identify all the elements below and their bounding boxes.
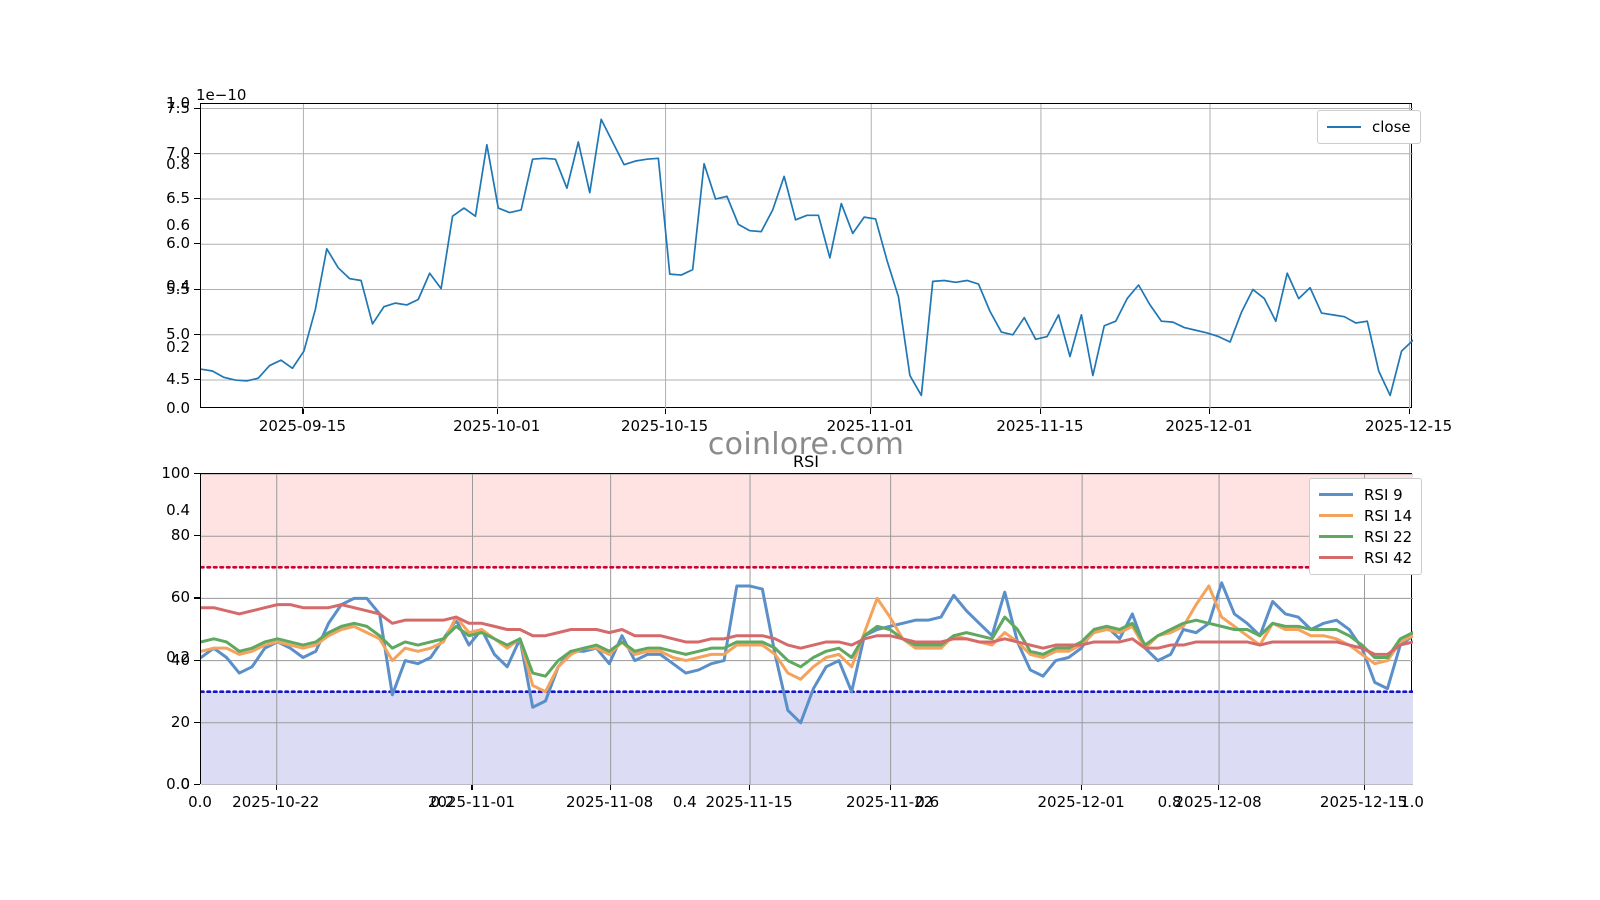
- price-y-tick: 5.0: [166, 324, 190, 343]
- rsi-x-tick: 2025-11-22: [846, 793, 934, 811]
- price-x-tickmark: [870, 408, 872, 414]
- legend-line-swatch-icon: [1319, 514, 1353, 517]
- price-x-tick: 2025-12-15: [1365, 417, 1453, 435]
- rsi-y-tick: 80: [170, 526, 190, 545]
- rsi-x-tick: 2025-12-08: [1174, 793, 1262, 811]
- rsi-x-tick-overlay: 0.8: [1157, 793, 1182, 811]
- rsi-x-tick: 2025-11-01: [427, 793, 516, 811]
- rsi-line-svg: [201, 474, 1413, 785]
- rsi-y-tick: 20: [170, 712, 190, 731]
- rsi-y-tickmark: [194, 784, 200, 786]
- rsi-x-tick-overlay: 0.6: [915, 793, 940, 811]
- rsi-y-tick: 40: [170, 650, 190, 669]
- price-y-tick-overlay: 0.8: [166, 155, 190, 173]
- rsi-chart-title: RSI: [793, 452, 819, 471]
- price-x-tickmark: [664, 408, 666, 414]
- price-x-tick: 2025-10-15: [620, 417, 709, 435]
- watermark: coinlore.com: [707, 427, 905, 462]
- rsi-legend-item[interactable]: RSI 42: [1319, 547, 1412, 568]
- price-y-tick: 6.5: [166, 189, 190, 208]
- rsi-legend-label: RSI 42: [1364, 548, 1413, 567]
- rsi-x-tick: 2025-12-15: [1319, 793, 1408, 811]
- price-y-tick: 5.5: [166, 279, 190, 298]
- rsi-legend: RSI 9 RSI 14 RSI 22 RSI 42: [1309, 478, 1423, 575]
- rsi-x-tickmark: [1081, 784, 1083, 790]
- price-x-tick: 2025-09-15: [258, 417, 346, 435]
- price-legend-item[interactable]: close: [1327, 116, 1411, 137]
- price-y-tick: 7.5: [166, 98, 190, 117]
- rsi-legend-item[interactable]: RSI 14: [1319, 505, 1412, 526]
- price-y-tickmark: [194, 379, 200, 381]
- price-x-tick: 2025-11-01: [826, 417, 914, 435]
- rsi-x-tick: 2025-10-22: [232, 793, 320, 811]
- price-y-tick-overlay: 0.4: [166, 277, 190, 295]
- price-legend: close: [1317, 110, 1421, 144]
- legend-line-swatch-icon: [1319, 556, 1353, 559]
- rsi-y-tickmark: [194, 535, 200, 537]
- rsi-x-tickmark: [1218, 784, 1220, 790]
- price-x-tickmark: [496, 408, 498, 414]
- price-x-tick: 2025-10-01: [453, 417, 541, 435]
- price-y-tick-overlay: 0.6: [166, 216, 190, 234]
- price-y-tickmark: [194, 243, 200, 245]
- rsi-x-tick: 2025-11-15: [705, 793, 793, 811]
- price-y-tickmark: [194, 152, 200, 154]
- price-y-tick: 6.0: [166, 234, 190, 253]
- legend-line-swatch-icon: [1327, 125, 1361, 128]
- price-y-tick: 4.5: [166, 370, 190, 389]
- rsi-x-tick: 2025-11-08: [566, 793, 654, 811]
- price-y-tickmark: [194, 198, 200, 200]
- rsi-y-tickmark: [194, 597, 200, 599]
- rsi-legend-label: RSI 9: [1364, 485, 1403, 504]
- price-x-tick: 2025-11-15: [996, 417, 1084, 435]
- rsi-legend-label: RSI 14: [1364, 506, 1413, 525]
- price-x-tickmark: [1208, 408, 1211, 414]
- price-x-tickmark: [302, 408, 304, 414]
- rsi-y-tickmark: [194, 721, 200, 723]
- price-y-tick: 7.0: [166, 143, 190, 162]
- legend-line-swatch-icon: [1319, 535, 1353, 538]
- price-x-tick: 2025-12-01: [1165, 417, 1253, 435]
- rsi-x-tickmark: [609, 784, 611, 790]
- rsi-x-tick: 2025-12-01: [1037, 793, 1125, 811]
- rsi-x-tickmark: [471, 784, 473, 790]
- rsi-x-tickmark: [749, 784, 751, 790]
- price-legend-label: close: [1372, 117, 1411, 136]
- rsi-y-tick-overlay: 0.0: [166, 775, 190, 793]
- rsi-y-tick: 100: [161, 464, 190, 482]
- price-y-tick-overlay: 0.2: [166, 338, 190, 356]
- price-x-tickmark: [1408, 408, 1410, 414]
- rsi-legend-item[interactable]: RSI 9: [1319, 484, 1412, 505]
- rsi-y-tick-overlay: 0.4: [166, 501, 190, 519]
- rsi-x-tick-overlay: 1.0: [1400, 793, 1424, 811]
- rsi-y-tickmark: [194, 473, 200, 475]
- rsi-y-tick-overlay: 0.2: [166, 648, 190, 666]
- rsi-y-tick: 0: [180, 775, 190, 793]
- rsi-x-tick-overlay: 0.0: [188, 793, 212, 811]
- price-y-tickmark: [194, 333, 200, 335]
- rsi-y-tickmark: [194, 659, 200, 661]
- rsi-y-tick: 60: [170, 588, 190, 607]
- rsi-x-tickmark: [275, 784, 277, 790]
- rsi-x-tick-overlay: 0.4: [672, 793, 697, 811]
- rsi-x-tick-overlay: 0.2: [430, 793, 455, 811]
- price-y-tickmark: [194, 107, 200, 109]
- price-y-tick-overlay: 1.0: [166, 94, 190, 112]
- price-line-svg: [201, 104, 1413, 409]
- rsi-plot-area: [200, 473, 1413, 785]
- rsi-legend-item[interactable]: RSI 22: [1319, 526, 1412, 547]
- price-y-tick-overlay: 0.0: [166, 399, 190, 417]
- rsi-x-tickmark: [889, 784, 891, 790]
- price-y-tickmark: [194, 288, 200, 290]
- rsi-x-tickmark: [1363, 784, 1365, 790]
- legend-line-swatch-icon: [1319, 493, 1353, 496]
- rsi-legend-label: RSI 22: [1364, 527, 1413, 546]
- price-y-exponent-label: 1e−10: [196, 86, 247, 104]
- price-plot-area: [200, 103, 1413, 409]
- price-x-tickmark: [1039, 408, 1042, 414]
